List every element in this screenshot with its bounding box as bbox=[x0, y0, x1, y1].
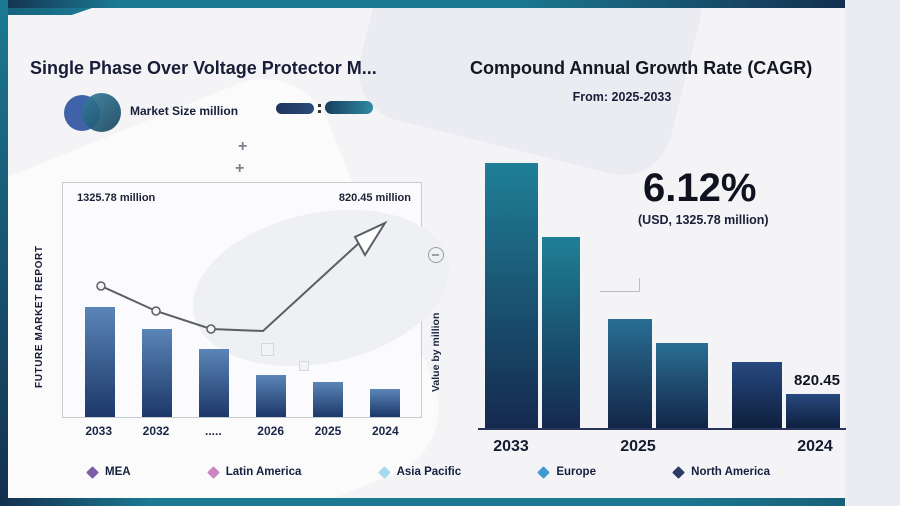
asia-pacific-diamond-icon bbox=[377, 465, 391, 479]
market-size-chart: 1325.78 million 820.45 million bbox=[62, 182, 464, 418]
x-axis-label: ..... bbox=[204, 424, 222, 438]
legend-item: MEA bbox=[86, 465, 131, 479]
x-axis-label: 2024 bbox=[371, 424, 399, 438]
start-value-label: 1325.78 million bbox=[77, 192, 156, 204]
cagr-value: 6.12% bbox=[643, 166, 757, 210]
legend-label: North America bbox=[691, 466, 770, 478]
cagr-chart bbox=[478, 162, 846, 430]
ghost-square-decoration bbox=[261, 343, 274, 356]
plus-decoration: + bbox=[235, 160, 245, 177]
cagr-subtitle: From: 2025-2033 bbox=[572, 90, 672, 104]
x-axis-label: 2032 bbox=[142, 424, 170, 438]
legend-item: Europe bbox=[537, 465, 596, 479]
cagr-bar bbox=[656, 343, 708, 428]
cagr-bar bbox=[732, 362, 782, 428]
cagr-bar bbox=[608, 319, 652, 428]
legend-circle-teal bbox=[82, 93, 121, 132]
north-america-diamond-icon bbox=[672, 465, 686, 479]
left-x-labels: 2033 2032..... 2026 2025 2024 bbox=[62, 424, 422, 438]
legend-label: Asia Pacific bbox=[396, 466, 462, 478]
colon-dots-decoration bbox=[318, 104, 321, 113]
x-axis-label: 2026 bbox=[257, 424, 284, 438]
x-axis-label: 2033 bbox=[85, 424, 113, 438]
market-size-legend-label: Market Size million bbox=[130, 104, 239, 118]
market-size-legend-icon bbox=[64, 93, 122, 133]
cagr-x-label: 2025 bbox=[620, 438, 656, 455]
mea-diamond-icon bbox=[86, 465, 99, 479]
left-bars bbox=[63, 205, 421, 417]
minus-circle-icon bbox=[428, 247, 444, 263]
right-y-axis-label: Value by million bbox=[430, 312, 442, 393]
bracket-decoration bbox=[600, 278, 640, 292]
market-size-bar bbox=[255, 375, 286, 417]
europe-diamond-icon bbox=[537, 465, 551, 479]
cagr-x-label: 2024 bbox=[797, 438, 833, 455]
x-axis-label: 2025 bbox=[314, 424, 342, 438]
ghost-square-decoration bbox=[299, 361, 309, 371]
plus-decoration: + bbox=[238, 138, 248, 155]
frame-bottom-strip bbox=[0, 498, 845, 506]
toggle-pill-decoration bbox=[276, 103, 314, 114]
cagr-basis: (USD, 1325.78 million) bbox=[638, 213, 769, 227]
cagr-title: Compound Annual Growth Rate (CAGR) bbox=[470, 58, 813, 78]
market-size-bar bbox=[369, 389, 400, 417]
legend-item: Asia Pacific bbox=[377, 465, 462, 479]
frame-left-strip bbox=[0, 0, 8, 506]
market-size-bar bbox=[141, 329, 172, 417]
legend-item: North America bbox=[672, 465, 770, 479]
bottom-legend: MEA Latin America Asia Pacific Europe North … bbox=[86, 465, 770, 479]
right-background-band bbox=[845, 0, 900, 506]
legend-label: Latin America bbox=[225, 466, 302, 478]
market-size-bar bbox=[198, 349, 229, 417]
cagr-bar bbox=[542, 237, 580, 428]
legend-label: Europe bbox=[556, 466, 596, 478]
cagr-bar bbox=[786, 394, 840, 428]
left-y-axis-label: FUTURE MARKET REPORT bbox=[34, 245, 45, 389]
legend-item: Latin America bbox=[206, 465, 302, 479]
toggle-pill-decoration bbox=[325, 101, 373, 114]
cagr-end-value-label: 820.45 bbox=[794, 372, 840, 389]
left-chart-title: Single Phase Over Voltage Protector M... bbox=[30, 58, 377, 78]
market-size-bar bbox=[84, 307, 115, 417]
cagr-bar bbox=[485, 163, 538, 428]
frame-top-notch bbox=[0, 8, 92, 15]
latin-america-diamond-icon bbox=[206, 465, 220, 479]
legend-label: MEA bbox=[105, 466, 131, 478]
cagr-x-label: 2033 bbox=[493, 438, 529, 455]
end-value-label: 820.45 million bbox=[338, 192, 411, 204]
market-size-bar bbox=[312, 382, 343, 417]
frame-top-strip bbox=[0, 0, 845, 8]
